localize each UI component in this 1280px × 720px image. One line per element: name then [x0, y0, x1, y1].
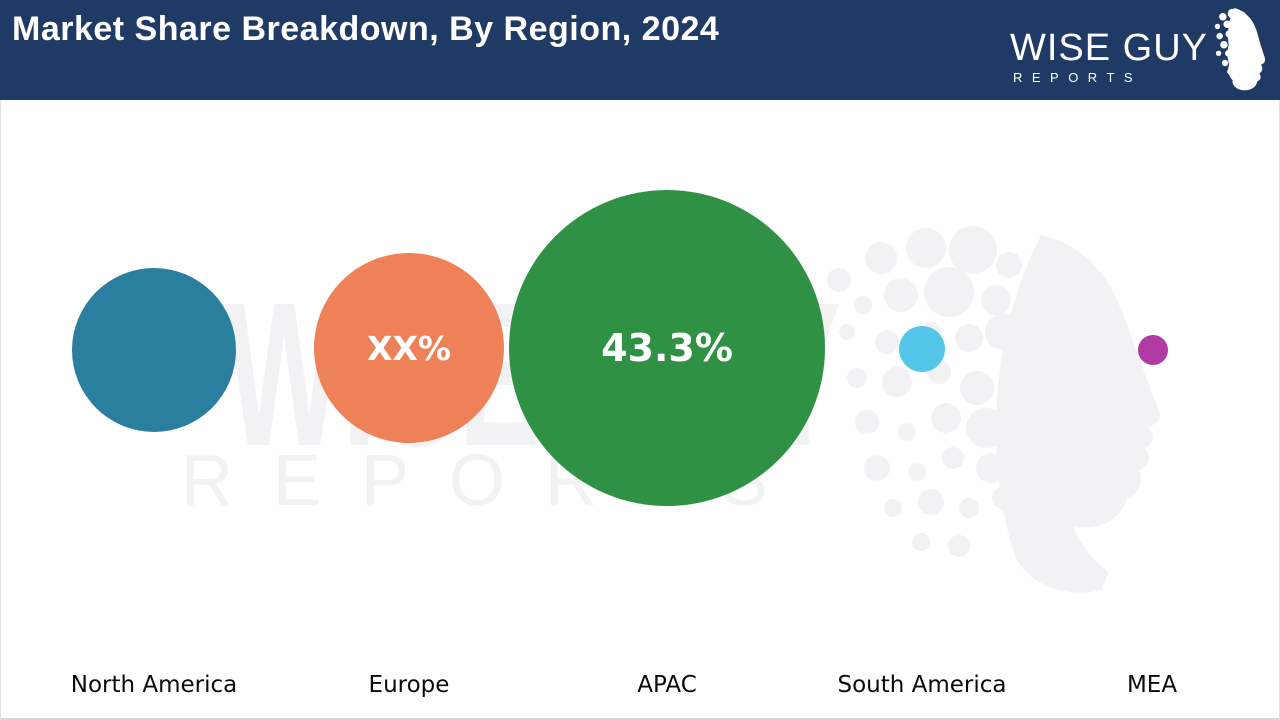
category-label-apac: APAC — [637, 672, 697, 698]
logo-head-icon — [1214, 8, 1266, 91]
logo-wordmark: WISE GUY — [1009, 26, 1208, 69]
header-bar: Market Share Breakdown, By Region, 2024 … — [0, 0, 1280, 100]
bubble-south-america — [899, 326, 945, 372]
bubble-europe-value: XX% — [367, 328, 451, 368]
page-title: Market Share Breakdown, By Region, 2024 — [12, 10, 720, 48]
bubble-mea — [1138, 335, 1168, 365]
logo-text: WISE GUY REPORTS — [1010, 14, 1208, 85]
category-label-mea: MEA — [1126, 672, 1178, 698]
logo-subtitle: REPORTS — [1012, 69, 1143, 85]
wise-guy-reports-logo: WISE GUY REPORTS — [1010, 6, 1266, 92]
bubble-europe: XX% — [314, 253, 504, 443]
category-label-south-america: South America — [837, 672, 1007, 698]
watermark-head-icon — [827, 226, 1160, 593]
category-label-north-america: North America — [70, 672, 238, 698]
bubble-chart: WISE GUY REPORTS XX% 43.3% No — [0, 100, 1280, 720]
bubble-apac-value: 43.3% — [601, 326, 733, 370]
bubble-apac: 43.3% — [509, 190, 825, 506]
bubble-north-america — [72, 268, 236, 432]
category-label-europe: Europe — [368, 672, 450, 698]
